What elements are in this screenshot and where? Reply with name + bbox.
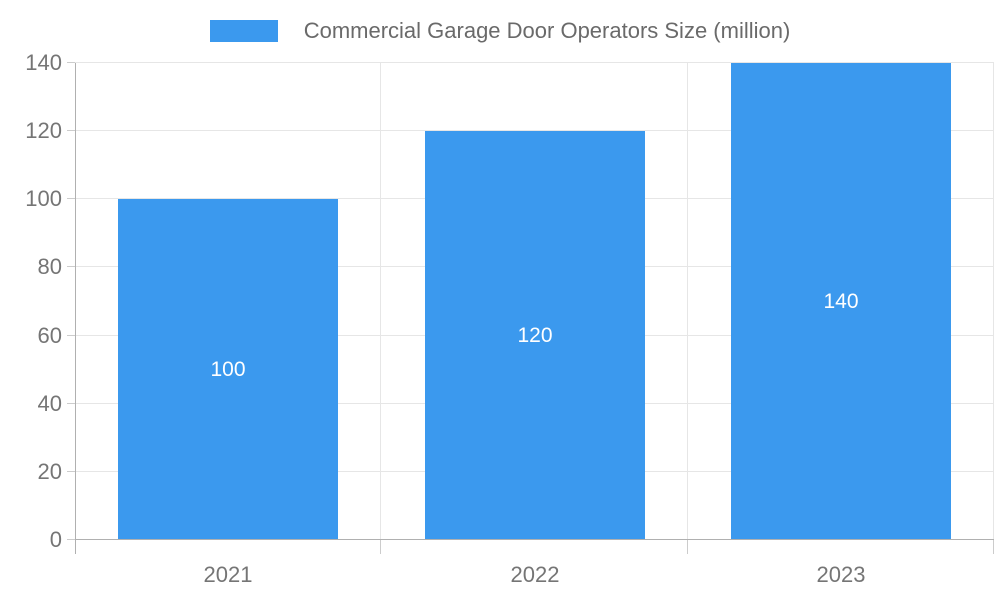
y-tick: [67, 130, 75, 131]
x-tick: [993, 540, 994, 554]
x-band-gridline: [687, 63, 688, 540]
x-band-gridline: [380, 63, 381, 540]
y-tick-label: 60: [37, 323, 62, 348]
y-gridline: [75, 62, 994, 63]
y-tick-label: 120: [25, 118, 62, 143]
y-tick: [67, 403, 75, 404]
y-tick: [67, 539, 75, 540]
x-tick: [687, 540, 688, 554]
y-tick: [67, 62, 75, 63]
bar-value-label: 120: [517, 324, 553, 347]
y-tick-label: 80: [37, 254, 62, 279]
y-axis-line: [75, 63, 76, 554]
y-tick-label: 20: [37, 459, 62, 484]
x-band-gridline: [993, 63, 994, 540]
x-tick: [380, 540, 381, 554]
x-axis-label: 2023: [816, 562, 866, 587]
y-tick-label: 100: [25, 186, 62, 211]
bar-value-label: 140: [823, 290, 859, 313]
bar[interactable]: [425, 131, 645, 540]
legend-item[interactable]: Commercial Garage Door Operators Size (m…: [209, 18, 791, 44]
y-tick: [67, 198, 75, 199]
y-tick: [67, 266, 75, 267]
bar[interactable]: [731, 63, 951, 540]
x-axis-line: [75, 539, 994, 540]
y-tick-label: 140: [25, 50, 62, 75]
y-tick: [67, 335, 75, 336]
legend-color-swatch-icon: [209, 20, 278, 42]
y-tick-label: 0: [49, 527, 62, 552]
chart-title: Commercial Garage Door Operators Size (m…: [303, 18, 791, 43]
legend: Commercial Garage Door Operators Size (m…: [0, 18, 1000, 44]
x-axis-label: 2021: [203, 562, 253, 587]
x-axis-label: 2022: [510, 562, 560, 587]
bar-value-label: 100: [210, 358, 246, 381]
y-gridline: [75, 130, 994, 131]
bar[interactable]: [118, 199, 338, 540]
y-tick-label: 40: [37, 391, 62, 416]
y-tick: [67, 471, 75, 472]
